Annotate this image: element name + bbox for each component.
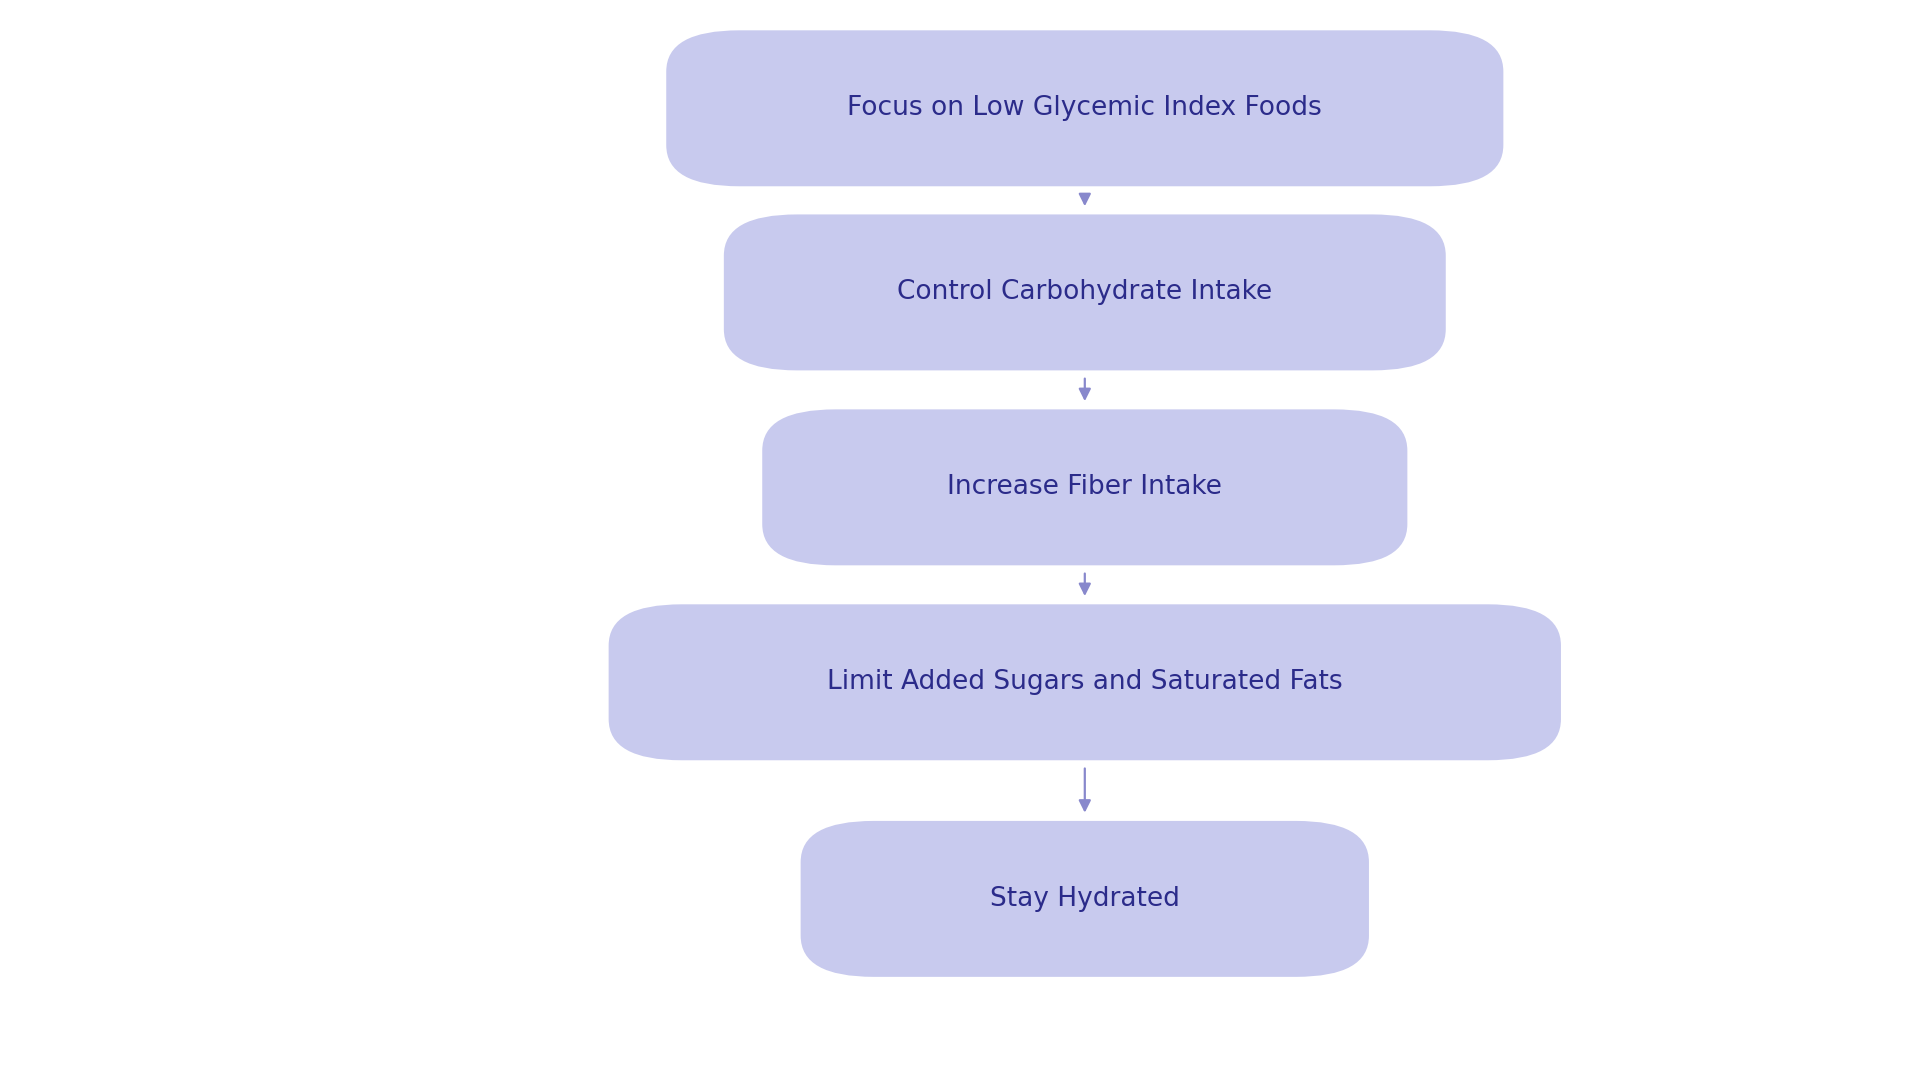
- Text: Focus on Low Glycemic Index Foods: Focus on Low Glycemic Index Foods: [847, 95, 1323, 121]
- FancyBboxPatch shape: [724, 214, 1446, 370]
- FancyBboxPatch shape: [666, 30, 1503, 186]
- FancyBboxPatch shape: [801, 821, 1369, 977]
- FancyBboxPatch shape: [762, 409, 1407, 565]
- Text: Limit Added Sugars and Saturated Fats: Limit Added Sugars and Saturated Fats: [828, 669, 1342, 695]
- FancyBboxPatch shape: [609, 604, 1561, 760]
- Text: Stay Hydrated: Stay Hydrated: [991, 886, 1179, 912]
- Text: Increase Fiber Intake: Increase Fiber Intake: [947, 474, 1223, 500]
- Text: Control Carbohydrate Intake: Control Carbohydrate Intake: [897, 279, 1273, 305]
